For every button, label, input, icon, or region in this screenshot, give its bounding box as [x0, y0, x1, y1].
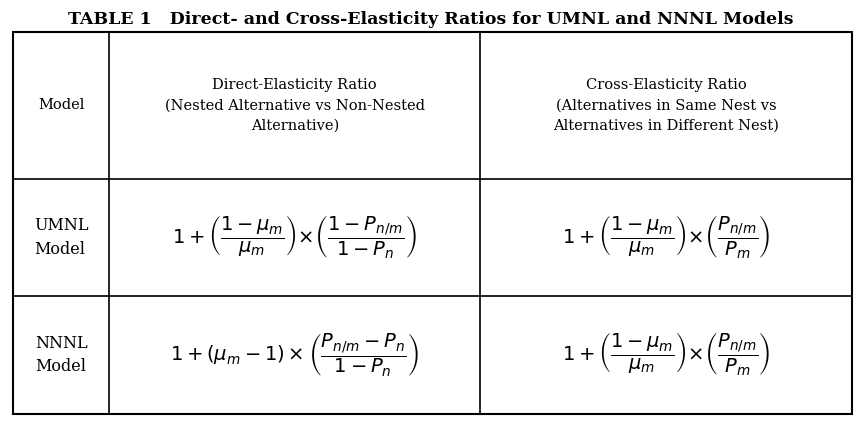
Text: $1+\left(\dfrac{1-\mu_m}{\mu_m}\right)\!\times\!\left(\dfrac{1-P_{n/m}}{1-P_n}\r: $1+\left(\dfrac{1-\mu_m}{\mu_m}\right)\!…: [172, 214, 417, 261]
Text: $1+(\mu_m-1)\times\left(\dfrac{P_{n/m}-P_n}{1-P_n}\right)$: $1+(\mu_m-1)\times\left(\dfrac{P_{n/m}-P…: [170, 331, 418, 379]
Text: $1+\left(\dfrac{1-\mu_m}{\mu_m}\right)\!\times\!\left(\dfrac{P_{n/m}}{P_m}\right: $1+\left(\dfrac{1-\mu_m}{\mu_m}\right)\!…: [561, 214, 769, 261]
Text: TABLE 1   Direct- and Cross-Elasticity Ratios for UMNL and NNNL Models: TABLE 1 Direct- and Cross-Elasticity Rat…: [68, 11, 793, 27]
Text: Direct-Elasticity Ratio
(Nested Alternative vs Non-Nested
Alternative): Direct-Elasticity Ratio (Nested Alternat…: [164, 78, 424, 132]
Text: Model: Model: [38, 98, 84, 112]
Text: Cross-Elasticity Ratio
(Alternatives in Same Nest vs
Alternatives in Different N: Cross-Elasticity Ratio (Alternatives in …: [552, 78, 777, 132]
Text: $1+\left(\dfrac{1-\mu_m}{\mu_m}\right)\!\times\!\left(\dfrac{P_{n/m}}{P_m}\right: $1+\left(\dfrac{1-\mu_m}{\mu_m}\right)\!…: [561, 331, 769, 379]
Text: UMNL
Model: UMNL Model: [34, 217, 89, 258]
Text: NNNL
Model: NNNL Model: [34, 335, 87, 375]
